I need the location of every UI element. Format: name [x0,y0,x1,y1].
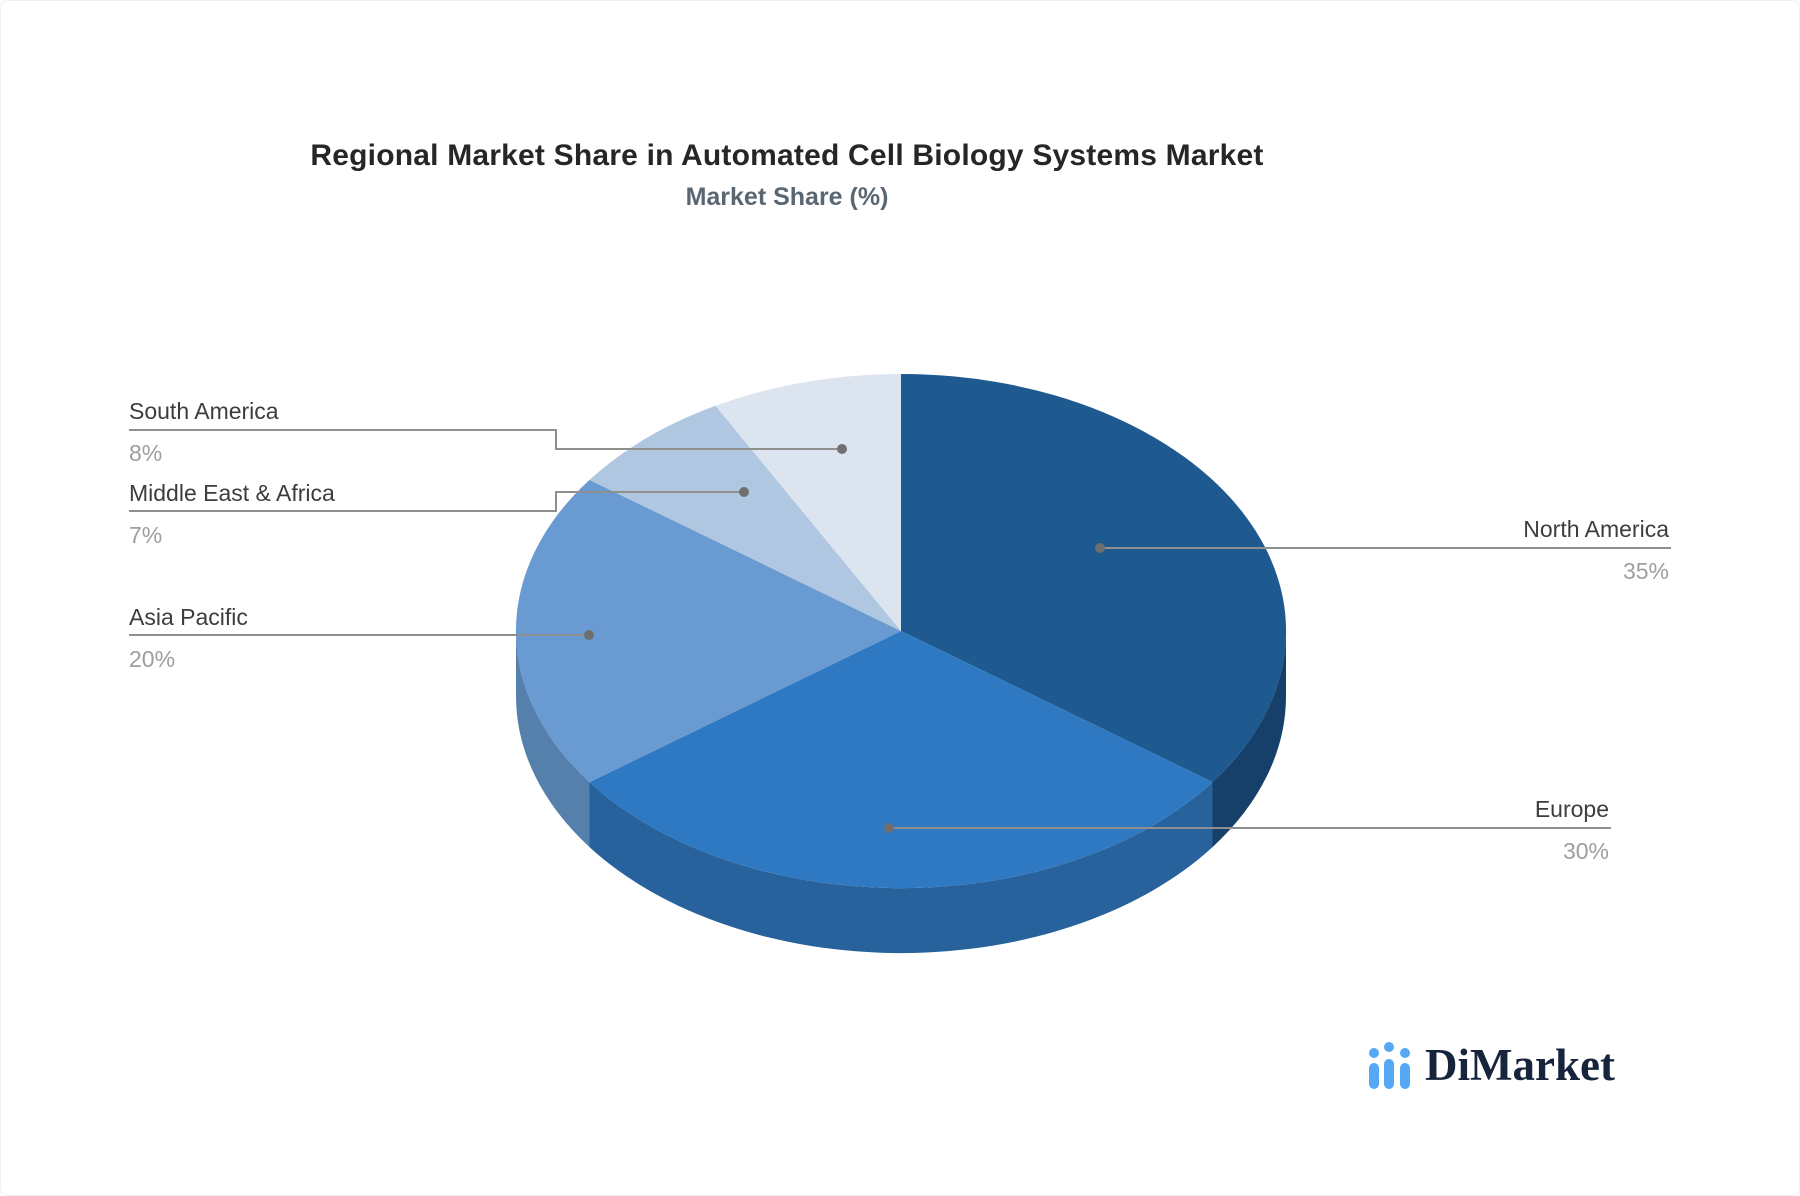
slice-value: 30% [1562,838,1609,864]
pie-slice-north-america[interactable] [901,374,1287,783]
slice-label: Asia Pacific [129,604,248,630]
slice-value: 20% [129,646,176,672]
pie-slice-middle-east-africa[interactable] [589,405,902,631]
chart-title: Regional Market Share in Automated Cell … [310,139,1264,172]
leader-line-south-america [129,429,842,450]
brand-name: DiMarket [1425,1040,1615,1090]
leader-line-middle-east-africa [129,491,744,512]
slice-value: 35% [1622,558,1669,584]
slice-label: Middle East & Africa [129,480,335,506]
label-north-america: North America 35% [1523,514,1669,586]
leader-dot-south-america [837,444,847,454]
chart-subtitle: Market Share (%) [685,183,889,211]
slice-label: North America [1523,516,1669,542]
leader-dot-asia-pacific [584,630,594,640]
slice-label: Europe [1534,796,1609,822]
slice-label: South America [129,398,279,424]
label-south-america: South America 8% [129,396,279,468]
bar-chart-logo-icon [1369,1042,1410,1089]
label-asia-pacific: Asia Pacific 20% [129,602,248,674]
label-middle-east-africa: Middle East & Africa 7% [129,478,335,550]
pie-side-europe [589,782,1213,954]
dimarket-logo: DiMarket [1367,1041,1615,1089]
label-europe: Europe 30% [1535,794,1609,866]
slice-value: 7% [129,522,163,548]
chart-header: Regional Market Share in Automated Cell … [1,1,1573,212]
pie-slice-asia-pacific[interactable] [515,479,901,783]
leader-dot-north-america [1095,543,1105,553]
leader-dot-middle-east-africa [739,487,749,497]
pie-slice-south-america[interactable] [715,374,902,631]
slice-value: 8% [129,440,163,466]
pie-slice-europe[interactable] [589,631,1213,889]
pie-side-asia-pacific [515,631,590,848]
pie-side-north-america [1212,631,1286,848]
leader-dot-europe [884,823,894,833]
